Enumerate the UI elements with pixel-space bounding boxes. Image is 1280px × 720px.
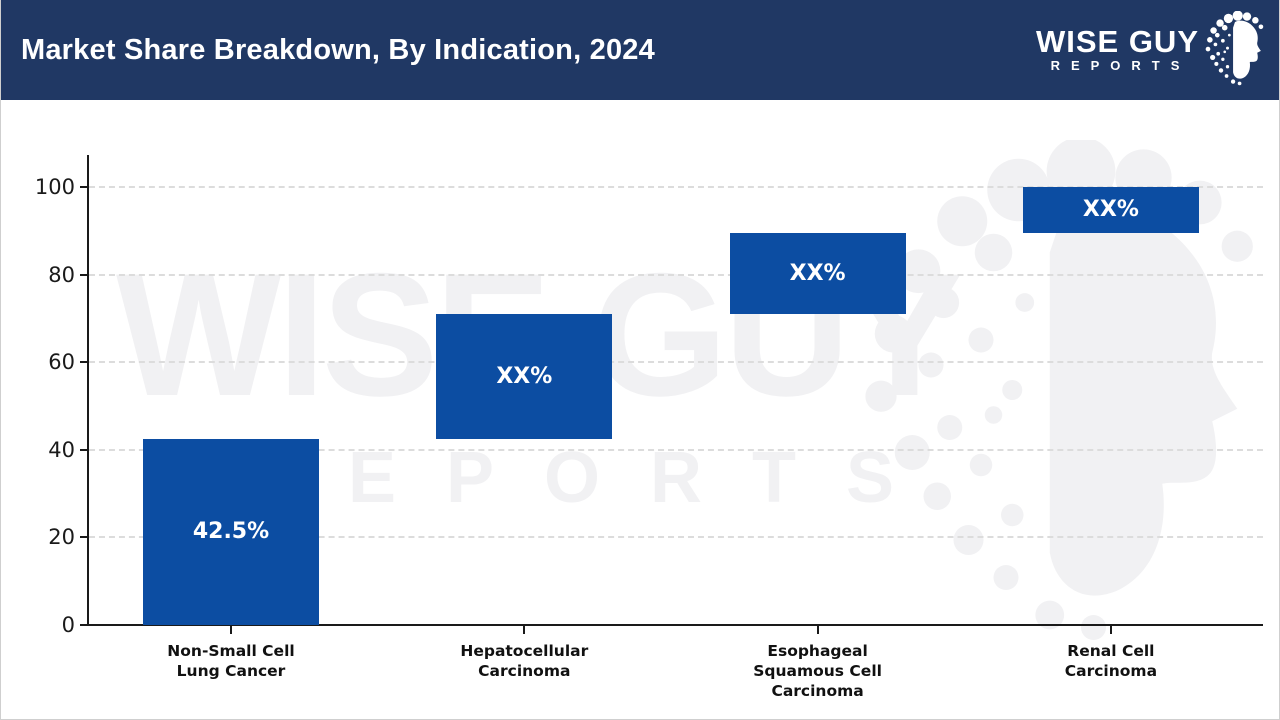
- bar-segment: XX%: [1022, 187, 1199, 233]
- gridline-100: [89, 186, 1263, 188]
- ytick-label-60: 60: [48, 350, 75, 375]
- xtick-mark: [523, 626, 526, 634]
- y-axis: [87, 155, 89, 626]
- logo-subtext: REPORTS: [1050, 58, 1191, 74]
- category-label-line: Hepatocellular: [460, 642, 589, 660]
- ytick-label-100: 100: [34, 175, 75, 199]
- ytick-mark-40: [80, 448, 89, 451]
- ytick-mark-20: [80, 536, 89, 539]
- xtick-mark: [816, 626, 819, 634]
- category-label-line: Non-Small Cell: [167, 642, 295, 660]
- gridline-80: [89, 273, 1263, 276]
- gridline-20: [89, 536, 1263, 539]
- ytick-mark-60: [80, 361, 89, 364]
- category-label-line: Lung Cancer: [176, 662, 286, 680]
- watermark-subtext: REPORTS: [246, 438, 945, 518]
- x-axis: [87, 624, 1263, 626]
- ytick-mark-80: [80, 273, 89, 276]
- bar-segment: XX%: [436, 314, 613, 439]
- category-label: Non-Small Cell Lung Cancer: [101, 641, 361, 681]
- gridline-60: [89, 361, 1263, 364]
- bar-value-label: XX%: [496, 363, 553, 389]
- ytick-label-20: 20: [48, 525, 75, 550]
- bar-value-label: 42.5%: [192, 519, 270, 545]
- category-label: Hepatocellular Carcinoma: [394, 641, 654, 681]
- page-title: Market Share Breakdown, By Indication, 2…: [21, 33, 655, 66]
- ytick-mark-100: [80, 186, 89, 188]
- xtick-mark: [230, 626, 232, 634]
- bar-segment: 42.5%: [143, 438, 319, 625]
- xtick-mark: [1109, 626, 1112, 634]
- category-label: Renal Cell Carcinoma: [981, 641, 1241, 681]
- brand-logo-text: WISE GUY REPORTS: [1035, 23, 1199, 74]
- bar-value-label: XX%: [1082, 197, 1139, 223]
- category-label-line: Carcinoma: [1064, 662, 1158, 680]
- category-label-line: Esophageal: [767, 642, 868, 660]
- category-label-line: Squamous Cell: [753, 662, 882, 680]
- bar-value-label: XX%: [789, 260, 846, 286]
- logo-wordmark: WISE GUY: [1035, 23, 1199, 59]
- brand-logo: WISE GUY REPORTS: [1036, 11, 1265, 89]
- ytick-label-40: 40: [48, 437, 75, 462]
- ytick-label-0: 0: [61, 613, 75, 637]
- category-label: Esophageal Squamous Cell Carcinoma: [688, 641, 948, 701]
- header: Market Share Breakdown, By Indication, 2…: [1, 0, 1279, 100]
- category-label-line: Carcinoma: [478, 662, 571, 680]
- category-label-line: Renal Cell: [1067, 642, 1155, 660]
- bar-segment: XX%: [729, 232, 906, 314]
- gridline-40: [89, 448, 1263, 451]
- ytick-mark-0: [80, 624, 89, 626]
- category-label-line: Carcinoma: [771, 682, 864, 700]
- ytick-label-80: 80: [48, 262, 75, 287]
